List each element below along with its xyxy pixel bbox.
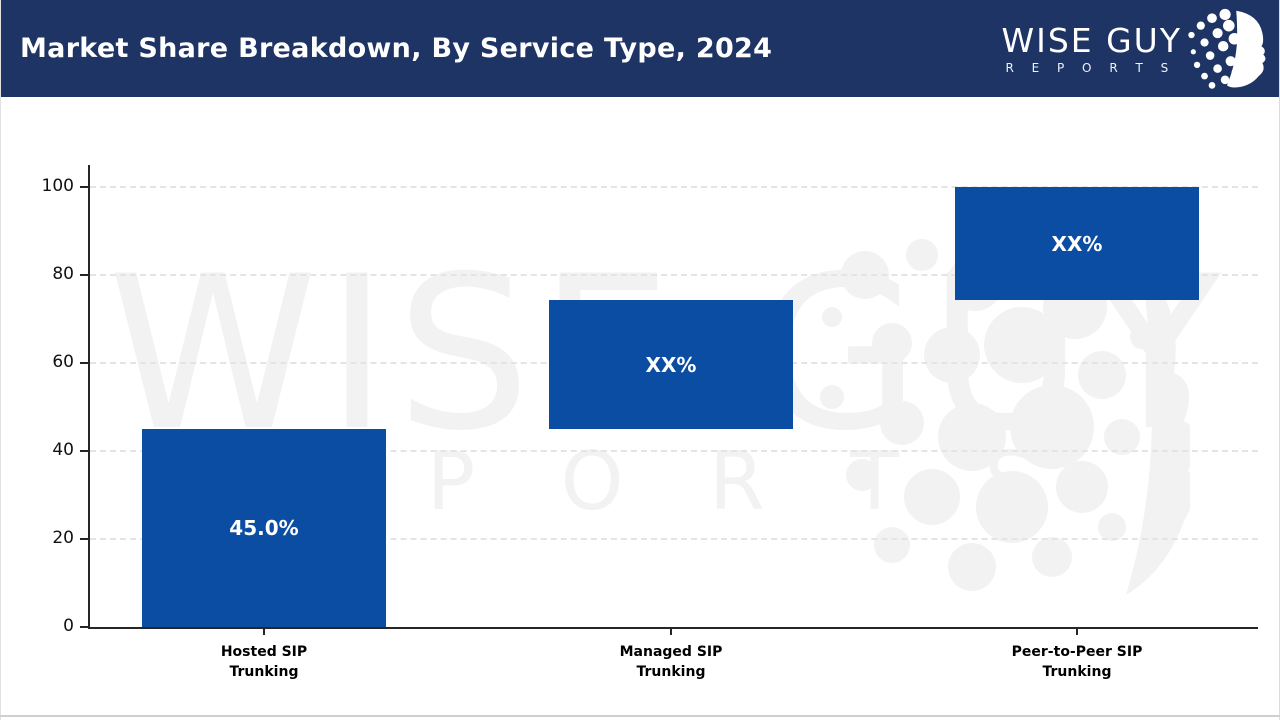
y-tick-label: 60 [52,352,74,372]
y-axis-tick [80,362,88,364]
logo-head-dots-icon [1188,8,1266,89]
bar-value-label: XX% [1051,231,1103,256]
y-tick-label: 100 [41,176,74,196]
y-axis-tick [80,450,88,452]
y-axis-tick [80,186,88,188]
bar-value-label: XX% [645,352,697,377]
wise-guy-reports-logo: WISE GUY R E P O R T S [1001,6,1268,92]
chart-title: Market Share Breakdown, By Service Type,… [20,33,773,64]
x-category-label: Peer-to-Peer SIP Trunking [1011,644,1143,680]
x-axis-tick [263,629,265,635]
y-axis-tick [80,274,88,276]
y-axis-tick [80,626,88,628]
bar: 45.0% [142,429,386,627]
grid-line [90,538,1258,540]
y-axis-line [88,165,90,629]
x-axis-line [88,627,1258,629]
grid-line [90,450,1258,452]
y-tick-label: 80 [52,264,74,284]
logo-text: WISE GUY R E P O R T S [1001,21,1182,76]
header-bar: Market Share Breakdown, By Service Type,… [0,0,1280,97]
x-category-label: Managed SIP Trunking [619,644,723,680]
y-tick-label: 0 [63,616,74,636]
bar-value-label: 45.0% [229,516,299,540]
logo-subtitle: R E P O R T S [1005,61,1176,75]
x-axis-tick [1076,629,1078,635]
grid-line [90,186,1258,188]
grid-line [90,274,1258,276]
x-category-label: Hosted SIP Trunking [220,644,308,680]
bar: XX% [955,187,1199,301]
bar: XX% [549,300,793,429]
bottom-divider [0,715,1280,717]
y-axis-tick [80,538,88,540]
y-tick-label: 40 [52,440,74,460]
x-axis-tick [670,629,672,635]
waterfall-chart: 0 20 40 60 80 100 45.0% XX% XX% Hosted SIP Trunkin… [0,97,1280,720]
y-tick-label: 20 [52,528,74,548]
logo-wordmark: WISE GUY [1001,21,1182,60]
